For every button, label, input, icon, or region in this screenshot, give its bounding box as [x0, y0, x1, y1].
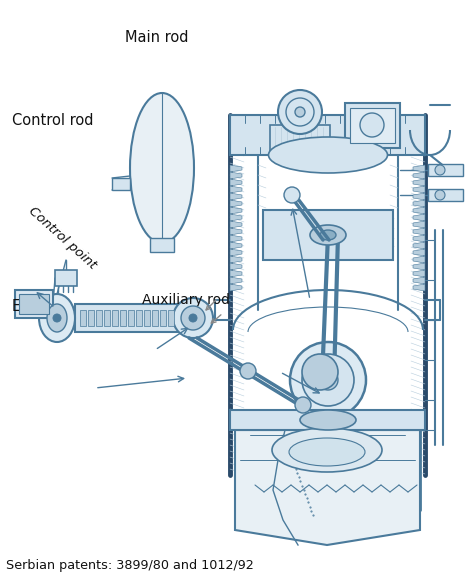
Bar: [230, 115, 425, 155]
Ellipse shape: [53, 314, 61, 322]
Bar: [112, 178, 130, 190]
Polygon shape: [413, 256, 425, 263]
Polygon shape: [235, 430, 420, 545]
Bar: [345, 103, 400, 148]
Bar: [152, 310, 158, 326]
Bar: [230, 410, 425, 430]
Bar: [19, 294, 49, 314]
Bar: [270, 125, 330, 155]
Bar: [144, 310, 150, 326]
Ellipse shape: [295, 107, 305, 117]
Ellipse shape: [240, 363, 256, 379]
Bar: [136, 310, 142, 326]
Ellipse shape: [435, 190, 445, 200]
Polygon shape: [230, 235, 242, 242]
Polygon shape: [230, 207, 242, 214]
Text: Control point: Control point: [26, 204, 99, 272]
Bar: [15, 290, 53, 318]
Ellipse shape: [318, 370, 338, 390]
Polygon shape: [230, 228, 242, 235]
Ellipse shape: [173, 298, 213, 338]
Ellipse shape: [302, 354, 354, 406]
Bar: [88, 310, 94, 326]
Polygon shape: [230, 200, 242, 207]
Polygon shape: [413, 284, 425, 291]
Text: ECU: ECU: [12, 299, 42, 314]
Polygon shape: [230, 193, 242, 200]
Bar: [80, 310, 86, 326]
Polygon shape: [413, 277, 425, 284]
Bar: [168, 310, 174, 326]
Polygon shape: [230, 249, 242, 256]
Ellipse shape: [284, 187, 300, 203]
Polygon shape: [230, 270, 242, 277]
Polygon shape: [230, 263, 242, 270]
Bar: [112, 310, 118, 326]
Bar: [160, 310, 166, 326]
Polygon shape: [230, 277, 242, 284]
Ellipse shape: [181, 306, 205, 330]
Ellipse shape: [289, 438, 365, 466]
Polygon shape: [230, 179, 242, 186]
Ellipse shape: [360, 113, 384, 137]
Ellipse shape: [47, 304, 67, 332]
Ellipse shape: [302, 354, 338, 390]
Bar: [428, 164, 463, 176]
Polygon shape: [413, 193, 425, 200]
Polygon shape: [230, 165, 242, 172]
Polygon shape: [413, 270, 425, 277]
Ellipse shape: [310, 225, 346, 245]
Ellipse shape: [130, 93, 194, 243]
Bar: [104, 310, 110, 326]
Polygon shape: [413, 228, 425, 235]
Ellipse shape: [435, 165, 445, 175]
Polygon shape: [413, 263, 425, 270]
Polygon shape: [413, 165, 425, 172]
Ellipse shape: [272, 428, 382, 472]
Text: Auxiliary rod: Auxiliary rod: [142, 293, 230, 307]
Ellipse shape: [286, 98, 314, 126]
Polygon shape: [413, 214, 425, 221]
Polygon shape: [230, 186, 242, 193]
Bar: [263, 210, 393, 260]
Polygon shape: [413, 207, 425, 214]
Text: Control rod: Control rod: [12, 113, 93, 128]
Ellipse shape: [320, 230, 336, 240]
Text: Serbian patents: 3899/80 and 1012/92: Serbian patents: 3899/80 and 1012/92: [6, 559, 254, 572]
Ellipse shape: [189, 314, 197, 322]
Polygon shape: [230, 284, 242, 291]
Bar: [428, 189, 463, 201]
Polygon shape: [230, 256, 242, 263]
Polygon shape: [230, 221, 242, 228]
Ellipse shape: [278, 90, 322, 134]
Polygon shape: [413, 179, 425, 186]
Polygon shape: [413, 186, 425, 193]
Polygon shape: [230, 242, 242, 249]
Polygon shape: [230, 214, 242, 221]
Text: Main rod: Main rod: [125, 30, 189, 45]
Polygon shape: [413, 221, 425, 228]
Ellipse shape: [290, 342, 366, 418]
Polygon shape: [413, 235, 425, 242]
Polygon shape: [413, 249, 425, 256]
Bar: [128, 310, 134, 326]
Bar: [350, 108, 395, 143]
Ellipse shape: [39, 294, 75, 342]
Polygon shape: [413, 200, 425, 207]
Bar: [120, 310, 126, 326]
Bar: [96, 310, 102, 326]
Polygon shape: [413, 172, 425, 179]
Polygon shape: [230, 172, 242, 179]
Polygon shape: [413, 242, 425, 249]
Bar: [75, 304, 185, 332]
Ellipse shape: [300, 410, 356, 430]
Ellipse shape: [269, 137, 387, 173]
Ellipse shape: [295, 397, 311, 413]
Bar: [55, 270, 77, 286]
Bar: [150, 238, 174, 252]
